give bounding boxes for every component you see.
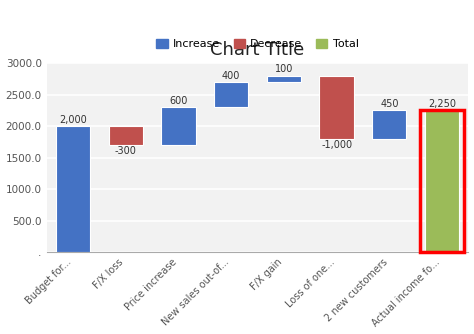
Text: 400: 400 <box>222 71 240 80</box>
Text: 450: 450 <box>380 99 399 109</box>
Text: 100: 100 <box>274 64 293 74</box>
Bar <box>267 75 301 82</box>
Bar <box>161 107 196 145</box>
Text: -1,000: -1,000 <box>321 140 352 150</box>
Text: 600: 600 <box>169 96 188 106</box>
Legend: Increase, Decrease, Total: Increase, Decrease, Total <box>152 34 363 54</box>
Title: Chart Title: Chart Title <box>210 41 305 59</box>
Bar <box>372 110 407 139</box>
Bar <box>56 126 90 252</box>
Bar <box>109 126 143 145</box>
Text: 2,000: 2,000 <box>59 115 87 125</box>
Bar <box>425 110 459 252</box>
Text: 2,250: 2,250 <box>428 99 456 109</box>
Bar <box>214 82 248 107</box>
Text: -300: -300 <box>115 146 137 156</box>
Bar <box>319 75 354 139</box>
